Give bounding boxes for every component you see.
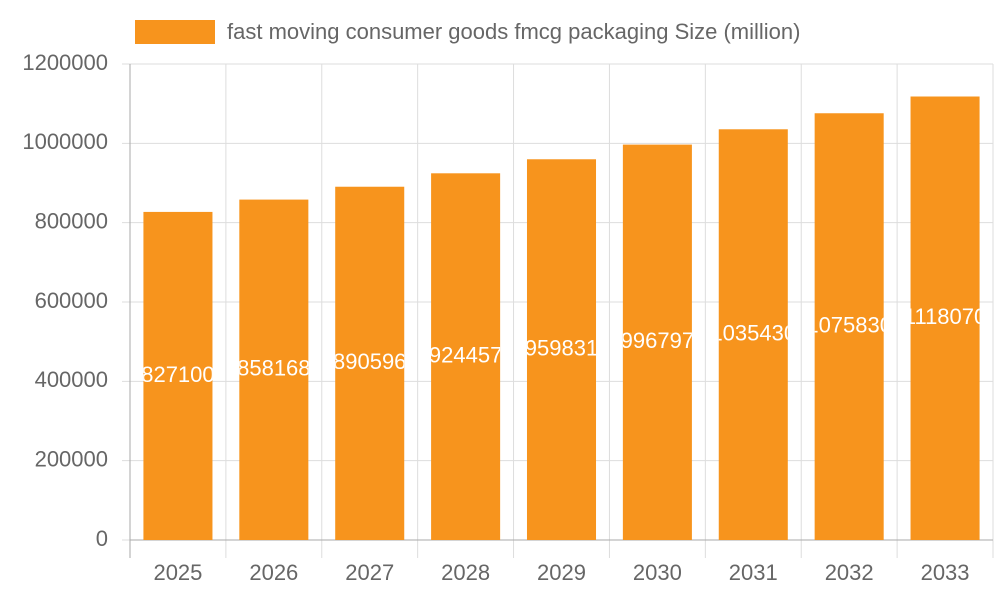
bar <box>431 173 501 541</box>
data-label: 1118070 <box>904 304 986 329</box>
data-label: 996797 <box>621 328 694 353</box>
x-tick-label: 2027 <box>345 560 394 585</box>
y-tick-label: 600000 <box>35 288 108 313</box>
x-tick-label: 2026 <box>249 560 298 585</box>
x-tick-label: 2028 <box>441 560 490 585</box>
y-tick-label: 400000 <box>35 367 108 392</box>
y-tick-label: 1200000 <box>22 50 108 75</box>
legend-swatch <box>135 20 215 44</box>
bar <box>239 199 309 540</box>
y-tick-label: 1000000 <box>22 129 108 154</box>
data-label: 1035430 <box>710 320 796 345</box>
bar <box>143 211 213 541</box>
x-tick-label: 2029 <box>537 560 586 585</box>
y-tick-label: 200000 <box>35 446 108 471</box>
data-label: 890596 <box>333 349 406 374</box>
data-label: 827100 <box>141 362 214 387</box>
bar <box>718 129 788 541</box>
data-label: 924457 <box>429 342 502 367</box>
data-label: 959831 <box>525 335 598 360</box>
legend-label: fast moving consumer goods fmcg packagin… <box>227 19 800 44</box>
x-tick-label: 2033 <box>921 560 970 585</box>
x-tick-label: 2030 <box>633 560 682 585</box>
bar <box>526 159 597 541</box>
y-tick-label: 0 <box>96 526 108 551</box>
bar <box>335 186 405 540</box>
bar <box>814 113 884 541</box>
data-label: 1075830 <box>806 312 892 337</box>
bar <box>910 96 980 540</box>
data-label: 858168 <box>237 356 310 381</box>
x-tick-label: 2032 <box>825 560 874 585</box>
x-tick-label: 2031 <box>729 560 778 585</box>
bar <box>622 144 692 540</box>
x-tick-label: 2025 <box>153 560 202 585</box>
y-tick-label: 800000 <box>35 208 108 233</box>
